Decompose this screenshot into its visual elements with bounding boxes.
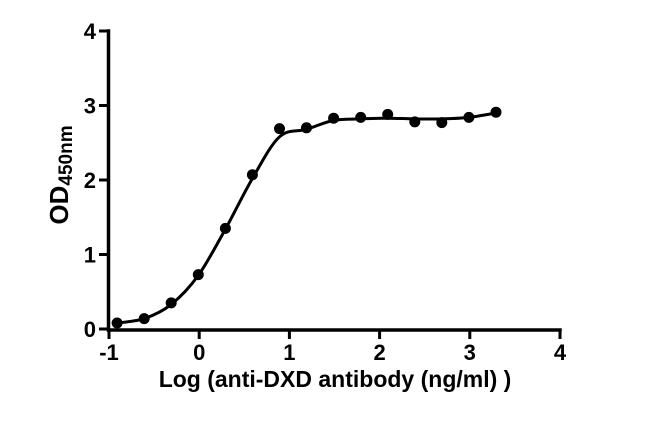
- x-axis-title: Log (anti-DXD antibody (ng/ml) ): [158, 366, 512, 392]
- data-point: [382, 108, 394, 120]
- y-axis-title-subscript: 450nm: [56, 125, 77, 186]
- data-point: [219, 222, 231, 234]
- data-points-group: [111, 106, 502, 329]
- data-point: [192, 269, 204, 281]
- data-point: [111, 317, 123, 329]
- data-point: [436, 117, 448, 129]
- y-tick-label: 1: [84, 243, 96, 268]
- data-point: [490, 106, 502, 118]
- x-axis: -1 0 1 2 3 4: [99, 328, 567, 365]
- y-tick-label: 0: [84, 317, 96, 342]
- x-tick-label: 2: [373, 340, 385, 365]
- x-tick-label: 0: [193, 340, 205, 365]
- fit-curve: [115, 111, 498, 325]
- y-tick-label: 3: [84, 94, 96, 119]
- y-axis-title-main: OD: [44, 185, 74, 225]
- y-axis: 0 1 2 3 4: [84, 19, 111, 342]
- data-point: [138, 313, 150, 325]
- x-tick-label: 1: [283, 340, 295, 365]
- y-tick-label: 2: [84, 168, 96, 193]
- data-point: [409, 116, 421, 128]
- x-tick-label: -1: [99, 340, 119, 365]
- x-tick-label: 3: [464, 340, 476, 365]
- y-axis-title: OD450nm: [43, 75, 77, 275]
- data-point: [301, 122, 312, 134]
- data-point: [463, 111, 475, 123]
- data-point: [246, 169, 258, 181]
- data-point: [355, 111, 367, 123]
- x-tick-label: 4: [554, 340, 567, 365]
- y-tick-label: 4: [84, 19, 97, 44]
- data-point: [165, 297, 177, 309]
- data-point: [274, 123, 285, 135]
- data-point: [328, 112, 340, 124]
- fit-curve-group: [115, 111, 498, 325]
